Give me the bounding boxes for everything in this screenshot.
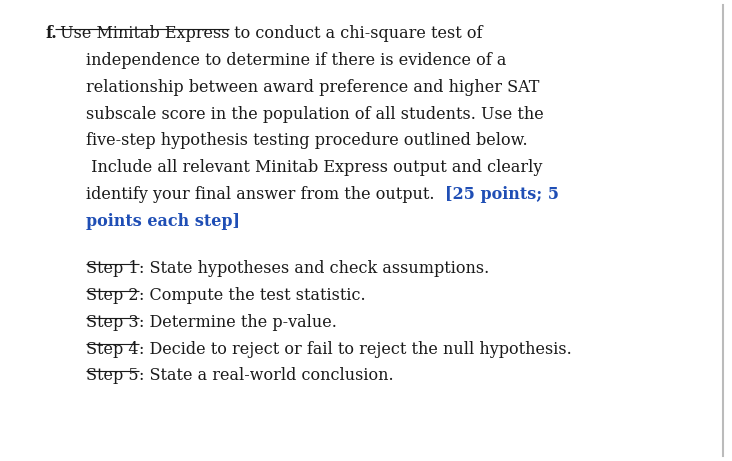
Text: subscale score in the population of all students. Use the: subscale score in the population of all … xyxy=(86,106,544,123)
Text: f.: f. xyxy=(45,25,57,42)
Text: : Compute the test statistic.: : Compute the test statistic. xyxy=(139,287,365,304)
Text: independence to determine if there is evidence of a: independence to determine if there is ev… xyxy=(86,52,507,69)
Text: to conduct a chi-square test of: to conduct a chi-square test of xyxy=(229,25,483,42)
Text: Include all relevant Minitab Express output and clearly: Include all relevant Minitab Express out… xyxy=(86,159,542,176)
Text: : State hypotheses and check assumptions.: : State hypotheses and check assumptions… xyxy=(139,260,489,278)
Text: points each step]: points each step] xyxy=(86,213,240,230)
Text: Step 1: Step 1 xyxy=(86,260,139,278)
Text: Use Minitab Express: Use Minitab Express xyxy=(55,25,229,42)
Text: [25 points; 5: [25 points; 5 xyxy=(445,186,559,203)
Text: : State a real-world conclusion.: : State a real-world conclusion. xyxy=(139,367,394,384)
Text: Step 4: Step 4 xyxy=(86,341,139,358)
Text: : Decide to reject or fail to reject the null hypothesis.: : Decide to reject or fail to reject the… xyxy=(139,341,572,358)
Text: relationship between award preference and higher SAT: relationship between award preference an… xyxy=(86,79,539,96)
Text: Step 5: Step 5 xyxy=(86,367,139,384)
Text: identify your final answer from the output.: identify your final answer from the outp… xyxy=(86,186,445,203)
Text: five-step hypothesis testing procedure outlined below.: five-step hypothesis testing procedure o… xyxy=(86,132,528,149)
Text: Step 2: Step 2 xyxy=(86,287,139,304)
Text: : Determine the p-value.: : Determine the p-value. xyxy=(139,314,337,331)
Text: Step 3: Step 3 xyxy=(86,314,139,331)
